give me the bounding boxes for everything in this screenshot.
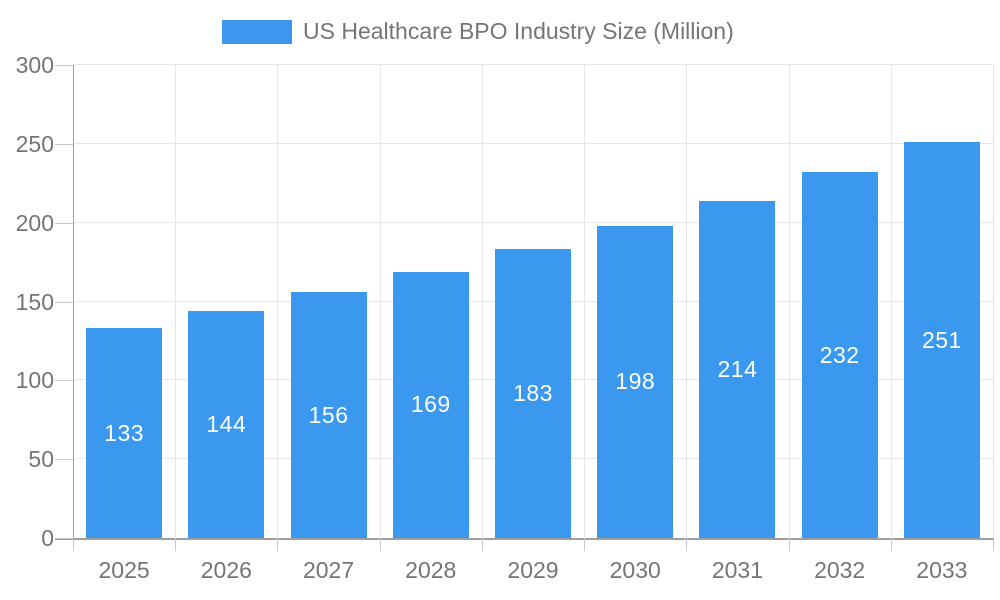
v-gridline xyxy=(584,65,586,538)
x-tick xyxy=(890,538,892,551)
x-tick-label: 2025 xyxy=(98,557,150,583)
v-gridline xyxy=(788,65,790,538)
x-tick xyxy=(379,538,381,551)
bar-value-label: 183 xyxy=(513,380,553,407)
bar-value-label: 251 xyxy=(921,326,962,353)
x-tick-label: 2032 xyxy=(814,557,866,583)
x-tick xyxy=(584,538,586,551)
bar-2030[interactable]: 198 xyxy=(597,225,674,538)
plot-area: 133 144 156 169 183 198 214 232 251 xyxy=(73,64,994,538)
y-tick-label: 200 xyxy=(15,209,54,236)
bar-value-label: 156 xyxy=(308,401,349,428)
x-tick-label: 2028 xyxy=(405,557,457,583)
y-tick-label: 100 xyxy=(15,367,54,394)
y-tick-label: 250 xyxy=(15,130,54,157)
v-gridline xyxy=(686,65,688,538)
bar-value-label: 169 xyxy=(410,391,451,418)
bar-2029[interactable]: 183 xyxy=(495,249,571,538)
bar-2027[interactable]: 156 xyxy=(290,292,367,538)
bar-value-label: 214 xyxy=(717,355,758,382)
x-tick-label: 2029 xyxy=(507,557,559,583)
v-gridline xyxy=(175,65,177,538)
v-gridline xyxy=(890,65,892,538)
x-axis-line xyxy=(55,538,993,540)
h-gridline xyxy=(73,142,993,144)
y-tick xyxy=(55,538,73,539)
x-tick-label: 2026 xyxy=(200,557,252,583)
y-tick xyxy=(55,65,73,66)
x-tick xyxy=(993,538,994,551)
v-gridline xyxy=(379,65,381,538)
bar-value-label: 144 xyxy=(206,410,247,437)
y-tick xyxy=(55,143,73,145)
y-tick xyxy=(55,222,73,224)
x-tick-label: 2031 xyxy=(711,557,764,583)
bar-value-label: 198 xyxy=(615,368,656,395)
v-gridline xyxy=(993,65,994,538)
y-tick xyxy=(55,301,73,303)
bar-2031[interactable]: 214 xyxy=(699,200,776,538)
legend-label: US Healthcare BPO Industry Size (Million… xyxy=(303,18,734,44)
x-tick-label: 2033 xyxy=(916,557,968,583)
y-tick-label: 0 xyxy=(41,525,54,551)
y-tick xyxy=(55,380,73,382)
x-tick xyxy=(277,538,279,551)
x-tick-label: 2027 xyxy=(302,557,355,583)
bar-value-label: 232 xyxy=(819,341,860,368)
v-gridline xyxy=(277,65,279,538)
legend-item[interactable]: US Healthcare BPO Industry Size (Million… xyxy=(222,19,734,44)
bar-2033[interactable]: 251 xyxy=(903,142,980,538)
x-tick xyxy=(175,538,177,551)
y-tick xyxy=(55,459,73,461)
x-tick-label: 2030 xyxy=(609,557,661,583)
h-gridline xyxy=(73,64,993,65)
y-tick-label: 300 xyxy=(15,52,54,78)
bar-2028[interactable]: 169 xyxy=(392,271,469,538)
v-gridline xyxy=(481,65,483,538)
y-tick-label: 50 xyxy=(28,446,54,473)
x-tick xyxy=(73,538,74,551)
bar-2032[interactable]: 232 xyxy=(801,172,878,538)
y-tick-label: 150 xyxy=(15,288,54,315)
y-axis-line xyxy=(73,65,74,538)
h-gridline xyxy=(73,221,993,223)
bar-value-label: 133 xyxy=(104,419,145,446)
legend-swatch xyxy=(222,19,292,44)
x-tick xyxy=(686,538,688,551)
bar-2026[interactable]: 144 xyxy=(188,310,265,538)
x-tick xyxy=(788,538,790,551)
bar-2025[interactable]: 133 xyxy=(86,328,163,538)
x-tick xyxy=(481,538,483,551)
